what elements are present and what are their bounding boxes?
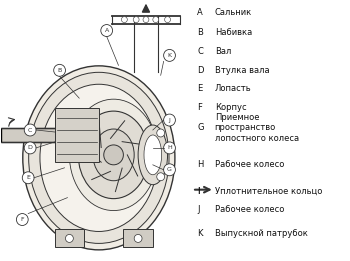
Text: Рабочее колесо: Рабочее колесо [215,205,284,214]
Text: Выпускной патрубок: Выпускной патрубок [215,229,308,238]
Circle shape [133,17,139,23]
Text: Набивка: Набивка [215,28,252,37]
Circle shape [16,213,28,226]
Circle shape [24,142,36,154]
Text: A: A [105,28,109,33]
Circle shape [164,49,175,61]
Text: H: H [167,145,172,150]
Ellipse shape [69,99,158,211]
Text: G: G [197,123,203,132]
Ellipse shape [40,84,158,232]
Text: Уплотнительное кольцо: Уплотнительное кольцо [215,187,322,196]
Text: Рабочее колесо: Рабочее колесо [215,160,284,169]
Circle shape [101,25,113,37]
Text: H: H [197,160,203,169]
Text: I: I [197,187,199,196]
Circle shape [164,17,170,23]
Circle shape [65,234,74,242]
Circle shape [104,145,124,165]
Circle shape [164,142,175,154]
Text: C: C [197,47,203,56]
Text: D: D [197,66,203,75]
Text: G: G [167,167,172,172]
Text: D: D [28,145,33,150]
Text: E: E [197,85,202,93]
Circle shape [157,173,164,181]
Ellipse shape [93,129,134,181]
FancyBboxPatch shape [1,128,87,142]
Text: Лопасть: Лопасть [215,85,251,93]
FancyBboxPatch shape [55,229,84,247]
Text: I: I [197,187,199,196]
Circle shape [143,17,149,23]
Text: F: F [197,103,202,112]
Text: B: B [57,68,62,73]
Text: Корпус: Корпус [215,103,246,112]
FancyBboxPatch shape [124,229,153,247]
Ellipse shape [144,135,162,175]
Text: Приемное
пространство
лопостного колеса: Приемное пространство лопостного колеса [215,113,299,143]
Text: K: K [167,53,172,58]
Circle shape [157,129,164,137]
Text: J: J [169,117,170,123]
Text: Сальник: Сальник [215,8,252,17]
Circle shape [164,164,175,176]
Circle shape [54,64,65,76]
Circle shape [134,234,142,242]
Ellipse shape [78,111,149,199]
Text: B: B [197,28,203,37]
Ellipse shape [23,66,175,250]
Circle shape [22,172,34,184]
Text: K: K [197,229,203,238]
Circle shape [24,124,36,136]
Text: J: J [197,205,199,214]
Circle shape [153,17,159,23]
Ellipse shape [138,125,168,185]
Text: E: E [26,175,30,180]
Text: Втулка вала: Втулка вала [215,66,269,75]
Circle shape [121,17,127,23]
Ellipse shape [29,72,169,244]
Text: F: F [21,217,24,222]
Text: Вал: Вал [215,47,231,56]
Text: A: A [197,8,203,17]
Text: C: C [28,128,32,133]
Circle shape [164,114,175,126]
FancyBboxPatch shape [55,108,99,162]
